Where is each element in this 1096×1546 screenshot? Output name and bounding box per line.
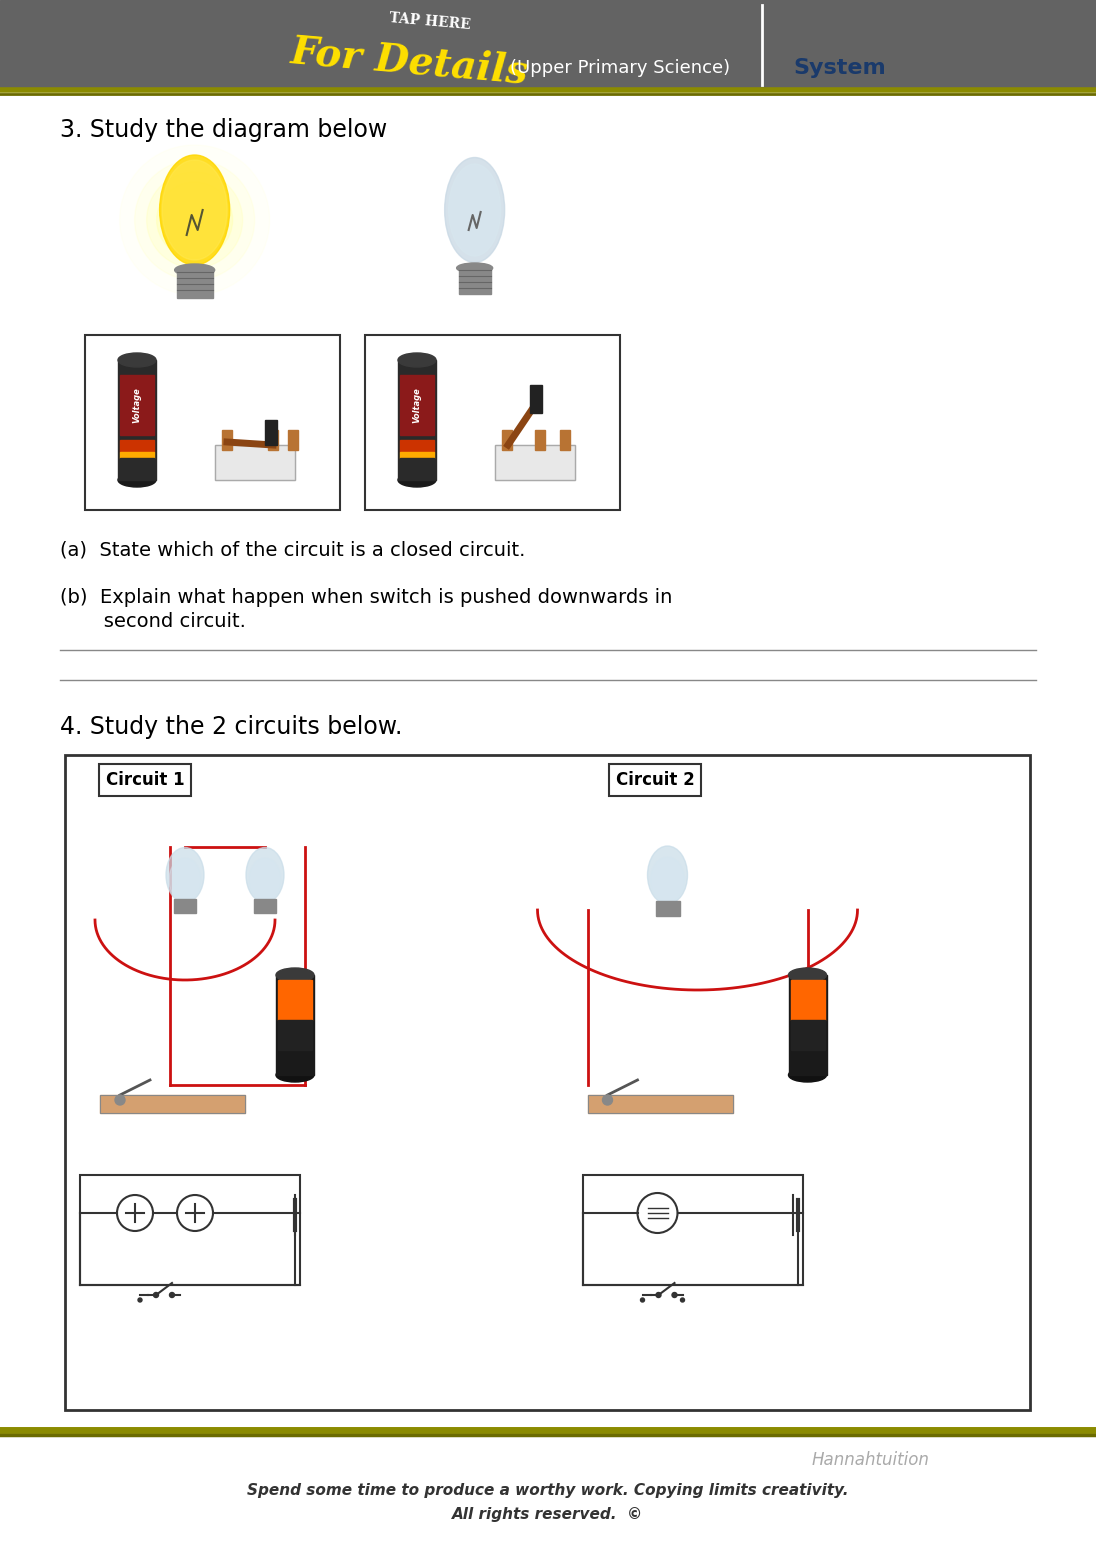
Ellipse shape — [651, 856, 685, 903]
Bar — [655, 901, 680, 915]
Bar — [100, 1095, 246, 1113]
Text: For Details: For Details — [289, 32, 530, 91]
Text: Spend some time to produce a worthy work. Copying limits creativity.: Spend some time to produce a worthy work… — [248, 1483, 848, 1498]
Ellipse shape — [788, 1068, 826, 1082]
Bar — [398, 360, 436, 479]
Ellipse shape — [398, 352, 436, 366]
Bar — [582, 1175, 802, 1285]
Circle shape — [157, 182, 232, 258]
Text: Circuit 1: Circuit 1 — [105, 771, 184, 788]
Ellipse shape — [276, 1068, 313, 1082]
Bar — [278, 980, 312, 1020]
Bar — [176, 271, 213, 298]
Bar — [495, 445, 575, 479]
Circle shape — [138, 1299, 142, 1302]
Bar — [400, 441, 434, 451]
Bar — [458, 267, 491, 294]
Text: Voltage: Voltage — [133, 386, 141, 424]
Ellipse shape — [398, 473, 436, 487]
Ellipse shape — [118, 473, 156, 487]
Bar — [100, 1095, 246, 1113]
Bar — [587, 1095, 732, 1113]
Ellipse shape — [160, 155, 230, 264]
Text: (b)  Explain what happen when switch is pushed downwards in: (b) Explain what happen when switch is p… — [60, 587, 672, 608]
Bar — [790, 980, 824, 1020]
Bar — [174, 900, 196, 914]
Ellipse shape — [118, 352, 156, 366]
Bar — [400, 451, 434, 458]
Text: System: System — [794, 59, 887, 77]
Bar — [119, 451, 155, 458]
Circle shape — [115, 1095, 125, 1105]
Bar — [560, 430, 570, 450]
Bar — [365, 335, 620, 510]
Bar — [80, 1175, 300, 1285]
Text: Voltage: Voltage — [412, 386, 422, 424]
Ellipse shape — [174, 264, 215, 277]
Bar — [0, 0, 1096, 90]
Text: TAP HERE: TAP HERE — [389, 11, 471, 32]
Ellipse shape — [648, 846, 687, 904]
Text: 3. Study the diagram below: 3. Study the diagram below — [60, 117, 387, 142]
Bar — [288, 430, 298, 450]
Circle shape — [603, 1095, 613, 1105]
Ellipse shape — [788, 968, 826, 982]
Bar — [215, 445, 295, 479]
Bar — [535, 430, 545, 450]
Bar — [400, 376, 434, 434]
Bar — [119, 441, 155, 451]
Circle shape — [170, 1292, 174, 1297]
Bar — [85, 335, 340, 510]
Circle shape — [119, 145, 270, 295]
Bar — [788, 976, 826, 1074]
Bar — [215, 445, 295, 479]
Text: Hannahtuition: Hannahtuition — [811, 1452, 929, 1469]
Bar — [269, 430, 278, 450]
Text: Circuit 2: Circuit 2 — [616, 771, 695, 788]
Bar — [502, 430, 512, 450]
Ellipse shape — [448, 164, 501, 257]
Bar — [400, 458, 434, 465]
Text: All rights reserved.  ©: All rights reserved. © — [453, 1507, 643, 1523]
Bar — [119, 458, 155, 465]
Circle shape — [135, 159, 254, 280]
Ellipse shape — [162, 159, 227, 260]
Ellipse shape — [249, 858, 281, 901]
Bar — [65, 754, 1030, 1410]
Circle shape — [657, 1292, 661, 1297]
Text: second circuit.: second circuit. — [60, 612, 246, 631]
Ellipse shape — [165, 847, 204, 903]
Bar — [587, 1095, 732, 1113]
Bar — [276, 976, 313, 1074]
Bar — [495, 445, 575, 479]
Text: (a)  State which of the circuit is a closed circuit.: (a) State which of the circuit is a clos… — [60, 540, 525, 560]
Bar — [790, 1020, 824, 1050]
Ellipse shape — [445, 158, 504, 263]
Bar — [265, 421, 277, 445]
Bar — [254, 900, 276, 914]
Ellipse shape — [457, 263, 492, 274]
Circle shape — [153, 1292, 159, 1297]
Ellipse shape — [246, 847, 284, 903]
Ellipse shape — [169, 858, 201, 901]
Bar — [119, 376, 155, 434]
Text: 4. Study the 2 circuits below.: 4. Study the 2 circuits below. — [60, 714, 402, 739]
Text: (Upper Primary Science): (Upper Primary Science) — [510, 59, 730, 77]
Circle shape — [681, 1299, 685, 1302]
Bar — [278, 1020, 312, 1050]
Bar — [118, 360, 156, 479]
Circle shape — [672, 1292, 677, 1297]
Bar — [530, 385, 543, 413]
Bar — [222, 430, 232, 450]
Circle shape — [147, 172, 242, 267]
Ellipse shape — [276, 968, 313, 982]
Circle shape — [640, 1299, 644, 1302]
